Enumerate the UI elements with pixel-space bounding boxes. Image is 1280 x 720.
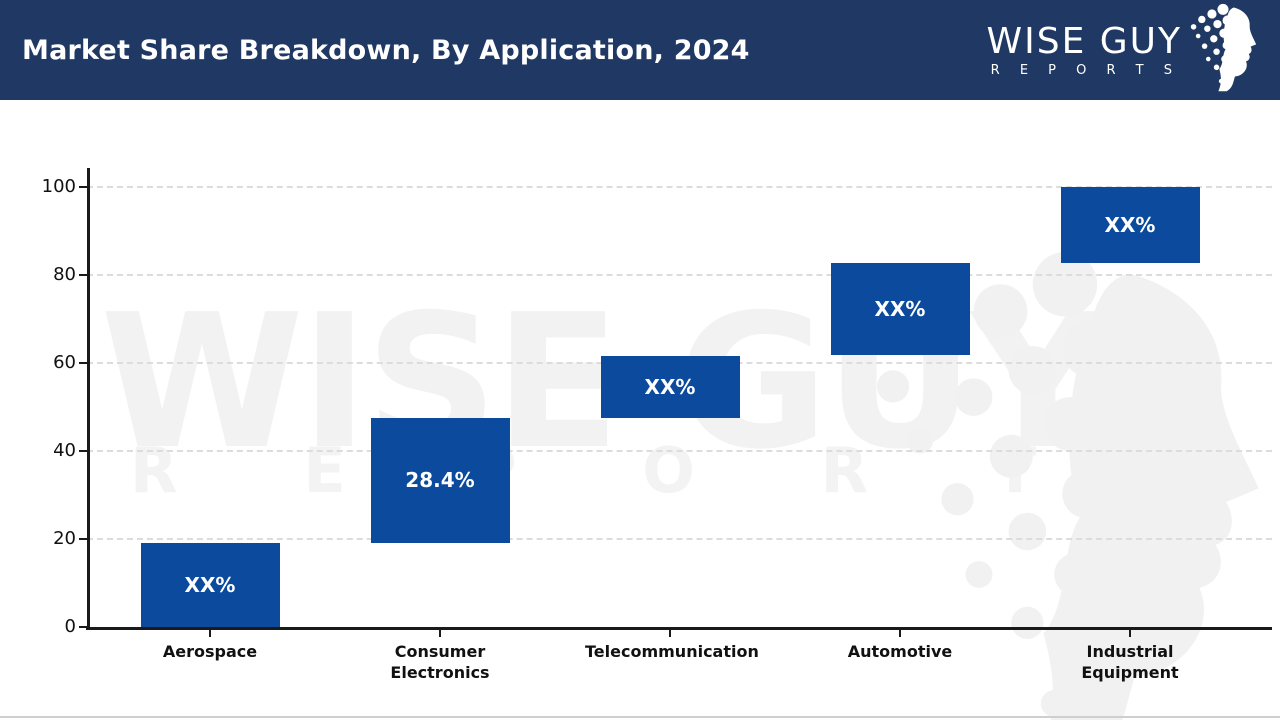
logo-head-icon	[1186, 2, 1260, 98]
brand-subtitle: R E P O R T S	[990, 62, 1180, 78]
y-tick-mark	[79, 362, 87, 364]
brand-name: WISE GUY	[986, 20, 1182, 62]
bar-value-label: XX%	[644, 374, 696, 399]
gridline-20	[87, 538, 1272, 540]
category-label-consumer-electronics: Consumer Electronics	[390, 642, 490, 682]
y-tick-label: 0	[64, 616, 76, 637]
x-axis-line	[86, 627, 1272, 630]
bar-industrial-equipment: XX%	[1060, 187, 1200, 263]
x-tick-mark	[1129, 630, 1131, 637]
header-bar: Market Share Breakdown, By Application, …	[0, 0, 1280, 100]
bar-value-label: XX%	[184, 573, 236, 598]
y-tick-label: 100	[41, 176, 76, 197]
bar-consumer-electronics: 28.4%	[370, 418, 510, 543]
gridline-100	[87, 186, 1272, 188]
y-tick-label: 40	[53, 440, 76, 461]
y-tick-label: 60	[53, 352, 76, 373]
y-tick-mark	[79, 450, 87, 452]
bar-value-label: 28.4%	[405, 468, 475, 493]
category-label-industrial-equipment: Industrial Equipment	[1081, 642, 1179, 682]
y-tick-mark	[79, 274, 87, 276]
x-tick-mark	[439, 630, 441, 637]
bar-value-label: XX%	[1104, 212, 1156, 237]
category-label-automotive: Automotive	[847, 642, 953, 661]
chart-area: WISE GUY R E P O R T S 020406080100XX%Ae…	[0, 100, 1280, 720]
y-tick-mark	[79, 186, 87, 188]
y-tick-label: 80	[53, 264, 76, 285]
x-tick-mark	[899, 630, 901, 637]
y-tick-mark	[79, 538, 87, 540]
page-title: Market Share Breakdown, By Application, …	[22, 34, 750, 66]
x-tick-mark	[209, 630, 211, 637]
bar-aerospace: XX%	[140, 543, 280, 627]
gridline-40	[87, 450, 1272, 452]
footer-divider	[0, 716, 1280, 718]
x-tick-mark	[669, 630, 671, 637]
bar-value-label: XX%	[874, 297, 926, 322]
bar-automotive: XX%	[830, 263, 970, 356]
y-tick-mark	[79, 626, 87, 628]
brand-logo: WISE GUY R E P O R T S	[987, 2, 1261, 98]
y-tick-label: 20	[53, 528, 76, 549]
y-axis-line	[87, 168, 90, 629]
gridline-80	[87, 274, 1272, 276]
category-label-aerospace: Aerospace	[162, 642, 258, 661]
brand-logo-text: WISE GUY R E P O R T S	[986, 20, 1183, 78]
category-label-telecommunication: Telecommunication	[585, 642, 759, 661]
bar-telecommunication: XX%	[600, 355, 740, 418]
